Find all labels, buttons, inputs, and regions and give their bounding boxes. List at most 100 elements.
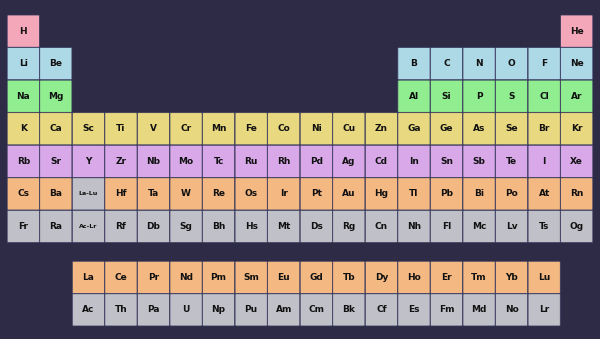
FancyBboxPatch shape <box>430 80 463 112</box>
FancyBboxPatch shape <box>430 47 463 80</box>
FancyBboxPatch shape <box>333 261 365 294</box>
Text: Eu: Eu <box>277 273 290 282</box>
Text: Al: Al <box>409 92 419 101</box>
Text: Lr: Lr <box>539 305 549 314</box>
Text: Bh: Bh <box>212 222 225 231</box>
FancyBboxPatch shape <box>73 211 104 242</box>
Text: Ta: Ta <box>148 190 159 198</box>
FancyBboxPatch shape <box>333 113 365 145</box>
Text: Hs: Hs <box>245 222 257 231</box>
Text: Ba: Ba <box>49 190 62 198</box>
FancyBboxPatch shape <box>170 178 202 210</box>
Text: C: C <box>443 59 450 68</box>
Text: Md: Md <box>472 305 487 314</box>
FancyBboxPatch shape <box>7 80 40 112</box>
FancyBboxPatch shape <box>430 178 463 210</box>
Text: Y: Y <box>85 157 92 166</box>
FancyBboxPatch shape <box>398 261 430 294</box>
Text: Lu: Lu <box>538 273 550 282</box>
FancyBboxPatch shape <box>463 211 495 242</box>
FancyBboxPatch shape <box>463 113 495 145</box>
Text: Mc: Mc <box>472 222 486 231</box>
Text: La-Lu: La-Lu <box>79 192 98 196</box>
FancyBboxPatch shape <box>73 294 104 326</box>
FancyBboxPatch shape <box>528 113 560 145</box>
Text: Pa: Pa <box>147 305 160 314</box>
FancyBboxPatch shape <box>203 211 235 242</box>
FancyBboxPatch shape <box>463 47 495 80</box>
Text: Os: Os <box>245 190 258 198</box>
FancyBboxPatch shape <box>40 47 72 80</box>
Text: Ar: Ar <box>571 92 583 101</box>
Text: Sr: Sr <box>50 157 61 166</box>
Text: Db: Db <box>146 222 160 231</box>
Text: W: W <box>181 190 191 198</box>
FancyBboxPatch shape <box>235 145 267 177</box>
Text: Yb: Yb <box>505 273 518 282</box>
Text: Rf: Rf <box>116 222 127 231</box>
Text: Ac-Lr: Ac-Lr <box>79 224 98 229</box>
FancyBboxPatch shape <box>528 80 560 112</box>
Text: Br: Br <box>538 124 550 133</box>
Text: Ca: Ca <box>49 124 62 133</box>
Text: Po: Po <box>505 190 518 198</box>
Text: Hf: Hf <box>115 190 127 198</box>
Text: Pt: Pt <box>311 190 322 198</box>
Text: Cn: Cn <box>375 222 388 231</box>
FancyBboxPatch shape <box>137 211 170 242</box>
Text: La: La <box>82 273 94 282</box>
Text: Pr: Pr <box>148 273 159 282</box>
Text: Lv: Lv <box>506 222 517 231</box>
Text: Ho: Ho <box>407 273 421 282</box>
FancyBboxPatch shape <box>170 211 202 242</box>
Text: V: V <box>150 124 157 133</box>
Text: Ti: Ti <box>116 124 125 133</box>
FancyBboxPatch shape <box>137 145 170 177</box>
Text: Au: Au <box>342 190 356 198</box>
FancyBboxPatch shape <box>40 113 72 145</box>
Text: Cl: Cl <box>539 92 549 101</box>
FancyBboxPatch shape <box>203 145 235 177</box>
Text: Mo: Mo <box>178 157 194 166</box>
FancyBboxPatch shape <box>7 178 40 210</box>
FancyBboxPatch shape <box>463 261 495 294</box>
FancyBboxPatch shape <box>463 294 495 326</box>
Text: Ne: Ne <box>570 59 584 68</box>
FancyBboxPatch shape <box>560 211 593 242</box>
Text: Rb: Rb <box>17 157 30 166</box>
Text: Sg: Sg <box>179 222 193 231</box>
Text: Rn: Rn <box>570 190 583 198</box>
FancyBboxPatch shape <box>7 211 40 242</box>
FancyBboxPatch shape <box>268 294 300 326</box>
FancyBboxPatch shape <box>40 178 72 210</box>
Text: Xe: Xe <box>570 157 583 166</box>
Text: Tm: Tm <box>471 273 487 282</box>
FancyBboxPatch shape <box>430 145 463 177</box>
FancyBboxPatch shape <box>73 113 104 145</box>
FancyBboxPatch shape <box>463 145 495 177</box>
FancyBboxPatch shape <box>170 113 202 145</box>
Text: Cm: Cm <box>308 305 324 314</box>
FancyBboxPatch shape <box>496 145 527 177</box>
Text: Cs: Cs <box>17 190 29 198</box>
FancyBboxPatch shape <box>528 178 560 210</box>
Text: As: As <box>473 124 485 133</box>
FancyBboxPatch shape <box>430 113 463 145</box>
FancyBboxPatch shape <box>528 47 560 80</box>
FancyBboxPatch shape <box>40 211 72 242</box>
FancyBboxPatch shape <box>268 178 300 210</box>
Text: Li: Li <box>19 59 28 68</box>
Text: No: No <box>505 305 518 314</box>
Text: Fr: Fr <box>18 222 28 231</box>
FancyBboxPatch shape <box>560 15 593 47</box>
FancyBboxPatch shape <box>560 145 593 177</box>
FancyBboxPatch shape <box>560 80 593 112</box>
Text: K: K <box>20 124 27 133</box>
Text: Sm: Sm <box>243 273 259 282</box>
Text: Nd: Nd <box>179 273 193 282</box>
Text: Bk: Bk <box>343 305 355 314</box>
FancyBboxPatch shape <box>105 178 137 210</box>
FancyBboxPatch shape <box>268 211 300 242</box>
Text: O: O <box>508 59 515 68</box>
Text: Pb: Pb <box>440 190 453 198</box>
